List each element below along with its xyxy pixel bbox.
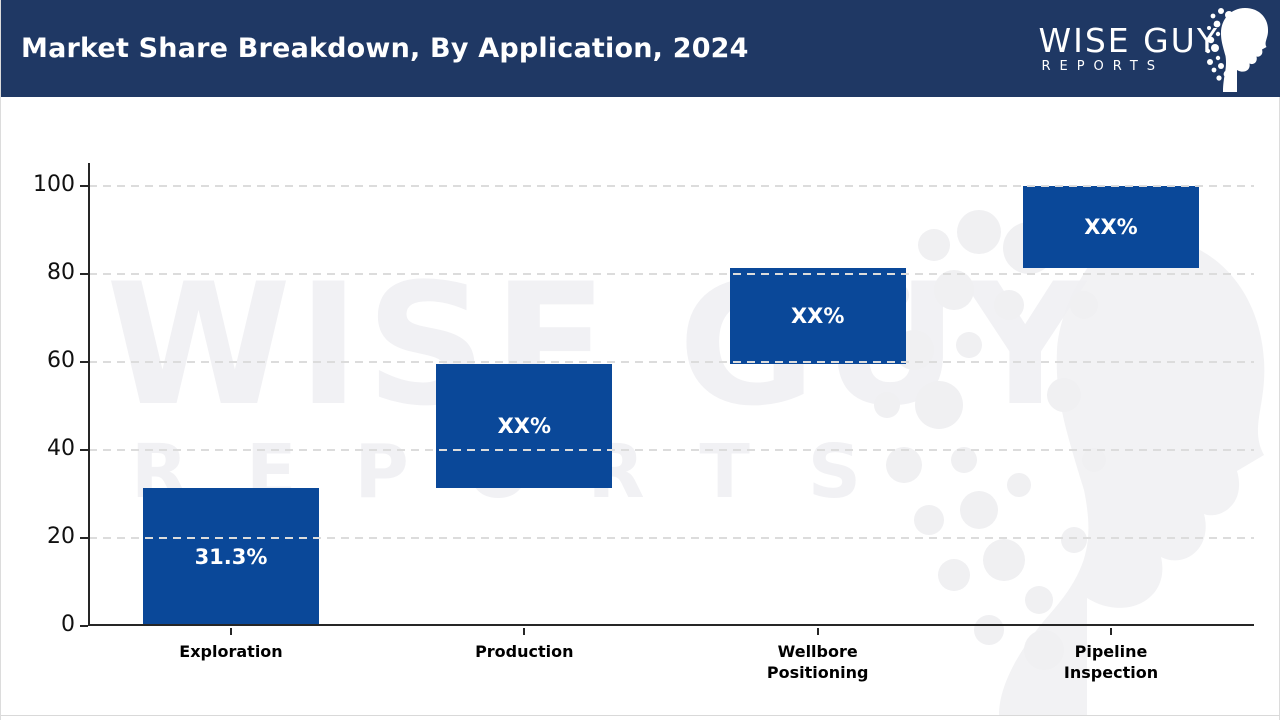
- waterfall-bar: 31.3%: [143, 488, 319, 626]
- gridline: [89, 185, 1254, 187]
- brand-subname: REPORTS: [1041, 58, 1165, 74]
- x-tick-mark: [230, 628, 232, 635]
- chart-plot-area: 0 20 40 60 80 100 31.3% Exploration XX% Productio…: [1, 97, 1280, 720]
- y-tick-mark: [80, 273, 88, 275]
- x-category-label: Wellbore Positioning: [698, 641, 938, 683]
- bar-value-label: XX%: [497, 414, 552, 439]
- x-category-label-line: Production: [475, 642, 574, 661]
- x-category-label-line: Exploration: [179, 642, 283, 661]
- x-tick-mark: [523, 628, 526, 635]
- y-tick-mark: [80, 361, 88, 363]
- x-tick-mark: [816, 628, 819, 635]
- y-tick-mark: [80, 449, 88, 451]
- gridline: [89, 361, 1254, 363]
- gridline: [89, 273, 1254, 275]
- brand-logo-text: WISE GUY REPORTS: [1038, 20, 1219, 74]
- x-category-label-line: Inspection: [1063, 663, 1159, 682]
- y-tick-mark: [80, 537, 88, 539]
- bar-value-label: XX%: [1084, 214, 1138, 239]
- y-tick-mark: [80, 185, 88, 187]
- y-tick-label: 0: [61, 612, 75, 637]
- waterfall-bar: XX%: [1023, 186, 1199, 268]
- brand-name: WISE GUY: [1038, 20, 1219, 60]
- bar-value-label: 31.3%: [194, 545, 268, 570]
- x-category-label: Exploration: [111, 641, 351, 662]
- x-category-label: Pipeline Inspection: [991, 641, 1231, 683]
- x-category-label-line: Pipeline: [1074, 642, 1148, 661]
- y-tick-label: 60: [47, 348, 75, 373]
- y-tick-label: 100: [33, 172, 75, 197]
- y-tick-label: 20: [47, 524, 75, 549]
- x-tick-mark: [1110, 628, 1112, 635]
- y-tick-mark: [80, 625, 88, 627]
- x-axis-line: [88, 624, 1254, 626]
- x-category-label: Production: [404, 641, 644, 662]
- y-tick-label: 80: [47, 260, 75, 285]
- gridline: [89, 537, 1254, 539]
- gridline: [89, 449, 1254, 451]
- bar-value-label: XX%: [790, 304, 845, 328]
- brand-logo: WISE GUY REPORTS: [1038, 6, 1271, 92]
- x-category-label-line: Wellbore: [777, 642, 858, 661]
- y-tick-label: 40: [47, 436, 75, 461]
- header-bar: Market Share Breakdown, By Application, …: [1, 0, 1280, 97]
- bottom-border-line: [1, 715, 1280, 716]
- waterfall-bar: XX%: [729, 267, 906, 365]
- page-title: Market Share Breakdown, By Application, …: [21, 33, 749, 64]
- waterfall-bar: XX%: [436, 364, 613, 489]
- y-axis-line: [88, 163, 90, 626]
- x-category-label-line: Positioning: [766, 663, 869, 682]
- face-profile-logo-icon: [1205, 7, 1269, 92]
